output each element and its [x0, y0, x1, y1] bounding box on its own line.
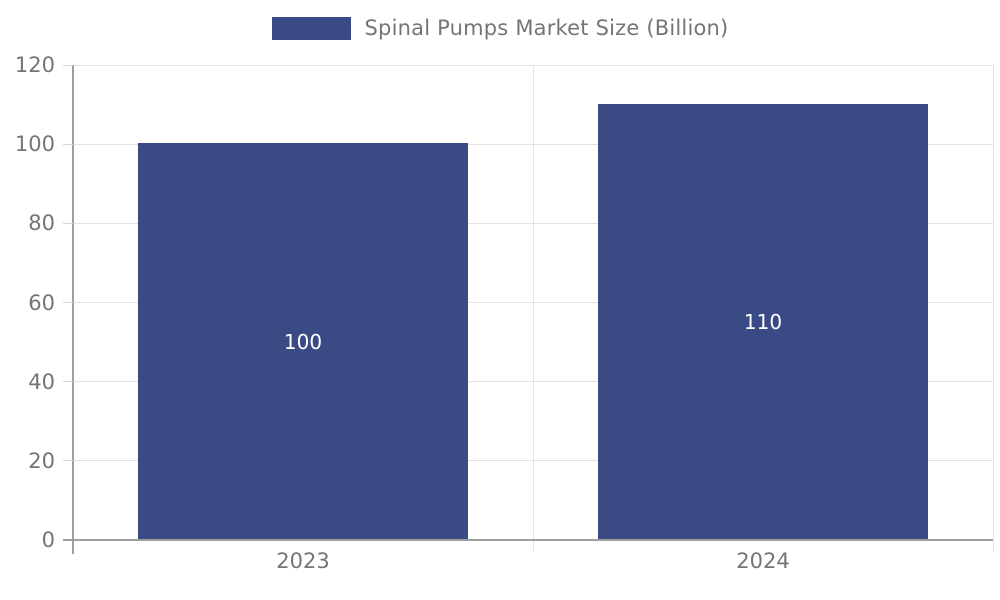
bar-value-label: 100: [283, 330, 323, 355]
v-gridline: [532, 65, 534, 552]
legend-swatch-icon: [271, 16, 351, 40]
y-axis-tick: [63, 302, 73, 303]
legend-label: Spinal Pumps Market Size (Billion): [364, 16, 729, 40]
x-axis-tick-label: 2023: [276, 549, 330, 573]
x-axis-line: [63, 539, 993, 541]
y-axis-tick-label: 120: [14, 53, 55, 77]
y-axis-tick: [63, 64, 73, 66]
y-axis-tick-label: 60: [28, 290, 55, 315]
x-axis-tick-label: 2024: [736, 549, 790, 573]
v-gridline: [992, 65, 994, 552]
y-axis-tick: [63, 222, 73, 224]
y-axis-tick: [63, 143, 73, 145]
bar-2023: [138, 143, 468, 539]
y-axis-tick-label: 0: [41, 528, 55, 552]
y-axis-line: [72, 65, 74, 554]
y-axis-tick-label: 40: [28, 369, 55, 394]
y-axis-tick-label: 100: [14, 132, 55, 157]
y-axis-tick-label: 80: [28, 211, 55, 236]
plot-area: 100 110 0 20 40 60 80 100 120 2023 2024: [15, 55, 994, 572]
y-axis-tick: [63, 460, 73, 462]
chart-legend: Spinal Pumps Market Size (Billion): [0, 16, 1000, 40]
y-axis-tick: [63, 381, 73, 383]
y-axis-tick-label: 20: [28, 448, 55, 473]
bar-value-label: 110: [743, 310, 783, 335]
bar-2024: [598, 103, 928, 539]
